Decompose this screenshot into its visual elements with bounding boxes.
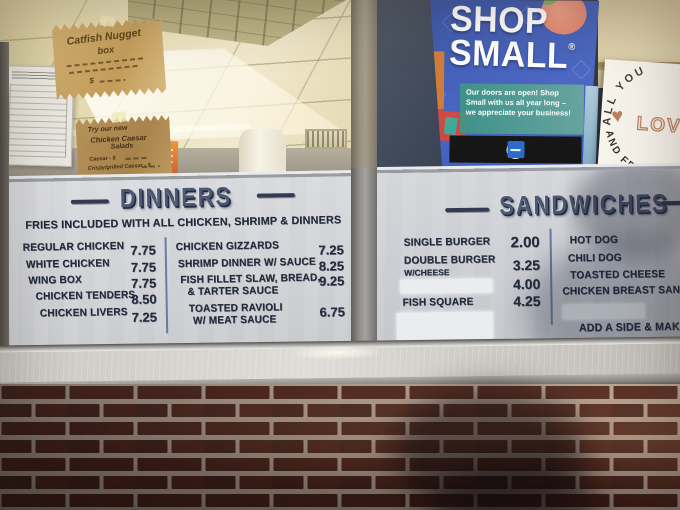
- menu-item-subtext: W/CHEESE: [404, 267, 450, 278]
- illegible-price: [125, 157, 147, 160]
- poster-logo-bar: +: [449, 135, 581, 163]
- caesar-sign-line3: Salads: [110, 142, 134, 151]
- menu-item-name-line2: & TARTER SAUCE: [187, 284, 279, 298]
- poster-title-line2: SMALL: [448, 31, 569, 77]
- heart-icon: ♥: [611, 105, 624, 128]
- poster-teal-tag-icon: [444, 117, 458, 135]
- menu-item-price: 7.75: [130, 242, 156, 258]
- menu-item-price: 7.75: [130, 259, 157, 275]
- menu-item-price: 2.00: [510, 233, 540, 252]
- menu-item-price: 7.25: [131, 309, 158, 325]
- catfish-sign-price-symbol: $: [89, 76, 95, 86]
- menu-item-price: 8.50: [131, 291, 157, 307]
- menu-item-name: SINGLE BURGER: [403, 235, 491, 249]
- menu-item-name-line2: W/ MEAT SAUCE: [192, 313, 277, 327]
- menu-item-price: 9.25: [318, 273, 345, 289]
- counter-specular-highlight: [289, 344, 384, 361]
- window-frame-left: [0, 42, 9, 360]
- shop-small-poster: SHOP SMALL® Our doors are open! Shop Sma…: [423, 0, 603, 179]
- tape-piece: [111, 111, 127, 123]
- title-dash-left: [70, 199, 109, 204]
- blanked-out-menu-item: [400, 278, 493, 294]
- window-mullion: [351, 0, 377, 360]
- poster-message: Our doors are open! Shop Small with us a…: [460, 84, 584, 135]
- catfish-sign-line2: box: [96, 44, 115, 58]
- menu-item-price: 3.25: [512, 256, 541, 274]
- sandwiches-menu-board: SANDWICHES SINGLE BURGER 2.00 DOUBLE BUR…: [372, 165, 680, 361]
- tape-piece: [99, 15, 115, 27]
- column-divider: [164, 237, 169, 334]
- person-shadow-on-bricks: [392, 388, 587, 510]
- menu-item-name: CHICKEN GIZZARDS: [175, 239, 280, 254]
- catfish-nugget-box-sign: Catfish Nugget box $: [51, 17, 166, 100]
- love-sign-art: ALL YOU ♥ LOVE AND FRIED C: [600, 61, 680, 178]
- amex-logo-icon: [507, 141, 524, 158]
- illegible-price: [99, 79, 125, 83]
- white-container: [239, 129, 286, 179]
- dinners-title: DINNERS: [119, 182, 233, 214]
- poster-title: SHOP SMALL®: [449, 1, 577, 73]
- window-mullion-upper-tint: [351, 0, 377, 168]
- air-vent-grille: [305, 129, 347, 149]
- blanked-out-menu-item: [396, 311, 494, 340]
- love-and-fried-chicken-sign: ALL YOU ♥ LOVE AND FRIED C: [597, 59, 680, 179]
- registered-mark: ®: [568, 42, 576, 54]
- dinners-note: FRIES INCLUDED WITH ALL CHICKEN, SHRIMP …: [25, 214, 342, 232]
- dinners-menu-board: DINNERS FRIES INCLUDED WITH ALL CHICKEN,…: [6, 172, 362, 356]
- love-sign-word: LOVE: [636, 113, 680, 138]
- menu-item-name: WHITE CHICKEN: [25, 257, 110, 271]
- caesar-sign-line1: Try our new: [87, 124, 128, 134]
- title-dash-left: [445, 207, 490, 212]
- title-dash-right: [256, 193, 295, 198]
- menu-item-name: WING BOX: [28, 273, 82, 287]
- menu-item-price: 6.75: [319, 304, 345, 320]
- caesar-sign-line4: Caesar - $: [89, 155, 116, 163]
- menu-item-name: DOUBLE BURGER: [403, 253, 496, 267]
- menu-item-name: FISH SQUARE: [402, 295, 474, 309]
